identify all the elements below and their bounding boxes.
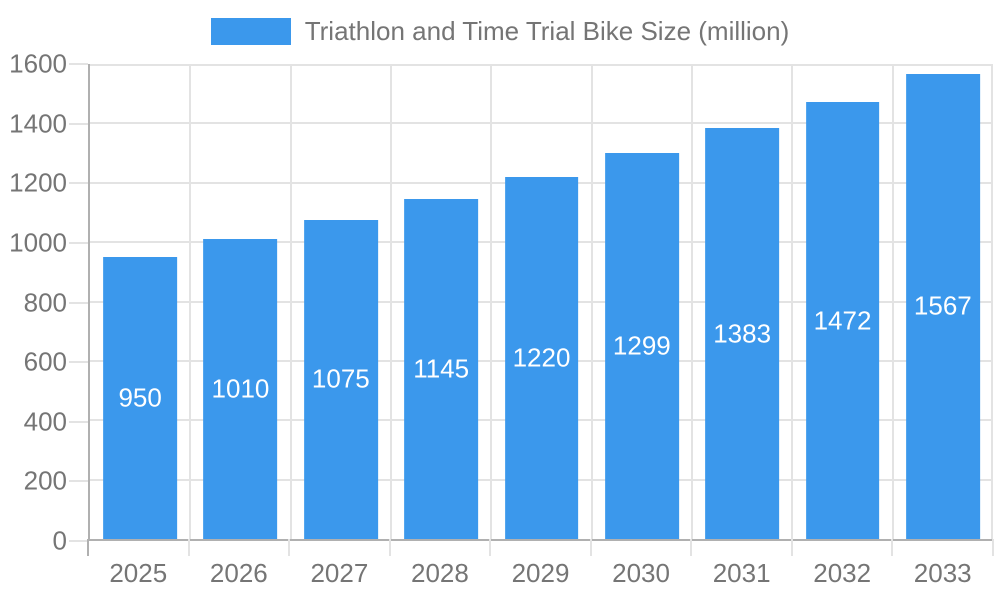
y-tick (69, 122, 88, 125)
plot-area: 950 1010 1075 1145 1220 1299 1383 1472 1567 (88, 64, 993, 541)
category-gridline (590, 64, 593, 539)
y-tick-label: 800 (23, 287, 67, 317)
category-gridline (189, 64, 192, 539)
bar[interactable]: 1383 (705, 128, 780, 539)
y-tick (69, 420, 88, 423)
y-tick-label: 1400 (9, 108, 67, 139)
bar[interactable]: 1567 (905, 73, 980, 539)
x-tick (489, 539, 492, 556)
x-tick-label: 2029 (511, 558, 570, 588)
bar-value-label: 1567 (913, 290, 972, 321)
x-tick-label: 2027 (310, 558, 369, 588)
x-axis-ticks (87, 539, 994, 556)
y-tick-label: 200 (23, 465, 67, 496)
y-tick-label: 400 (23, 406, 67, 437)
category-gridline (389, 64, 392, 539)
x-tick-label: 2026 (209, 558, 268, 588)
bar[interactable]: 950 (103, 256, 178, 539)
y-tick (69, 241, 88, 244)
bar-value-label: 950 (118, 382, 162, 413)
y-axis-ticks (69, 63, 88, 542)
category-gridline (490, 64, 493, 539)
x-tick (790, 539, 793, 556)
x-tick (992, 539, 994, 556)
bar[interactable]: 1010 (203, 239, 278, 539)
x-tick-label: 2025 (109, 558, 168, 588)
y-tick-label: 1000 (9, 227, 67, 258)
bar[interactable]: 1220 (504, 176, 579, 539)
legend[interactable]: Triathlon and Time Trial Bike Size (mill… (0, 16, 1000, 47)
y-tick (69, 361, 88, 364)
legend-label[interactable]: Triathlon and Time Trial Bike Size (mill… (304, 16, 790, 46)
category-gridline (991, 64, 993, 539)
y-gridline (90, 122, 993, 125)
x-tick-label: 2033 (913, 558, 972, 588)
bar[interactable]: 1145 (404, 199, 479, 539)
x-tick (891, 539, 894, 556)
bar-value-label: 1075 (311, 363, 370, 394)
bar-value-label: 1472 (813, 305, 872, 335)
x-tick-label: 2028 (411, 558, 469, 588)
category-gridline (791, 64, 794, 539)
y-axis-labels: 0 200 400 600 800 1000 1200 1400 1600 (0, 49, 67, 556)
bar-value-label: 1145 (413, 353, 470, 384)
bar-value-label: 1299 (612, 330, 671, 361)
category-gridline (690, 64, 693, 539)
bar-value-label: 1383 (713, 318, 772, 349)
y-tick (69, 301, 88, 304)
x-tick (288, 539, 291, 556)
legend-swatch-icon[interactable] (210, 18, 291, 45)
bar-value-label: 1010 (211, 373, 270, 404)
bar[interactable]: 1299 (604, 153, 679, 539)
y-tick-label: 1600 (9, 48, 67, 79)
category-gridline (289, 64, 292, 539)
y-tick (69, 480, 88, 483)
category-gridline (891, 64, 894, 539)
y-gridline (90, 64, 993, 66)
y-tick-label: 1200 (9, 167, 67, 198)
y-tick (69, 540, 88, 542)
x-tick (690, 539, 693, 556)
x-tick (589, 539, 592, 556)
y-tick (69, 63, 88, 65)
y-tick (69, 182, 88, 185)
x-tick (87, 539, 89, 556)
x-tick-label: 2030 (612, 558, 670, 588)
bar[interactable]: 1472 (805, 102, 880, 539)
x-axis-labels: 2025 2026 2027 2028 2029 2030 2031 2032 2033 (88, 558, 993, 594)
bar-value-label: 1220 (512, 342, 571, 373)
y-tick-label: 600 (23, 346, 67, 377)
x-tick (388, 539, 391, 556)
y-tick-label: 0 (52, 525, 67, 556)
x-tick-label: 2031 (712, 558, 771, 588)
x-tick (187, 539, 190, 556)
x-tick-label: 2032 (813, 558, 872, 588)
bar[interactable]: 1075 (303, 219, 378, 539)
